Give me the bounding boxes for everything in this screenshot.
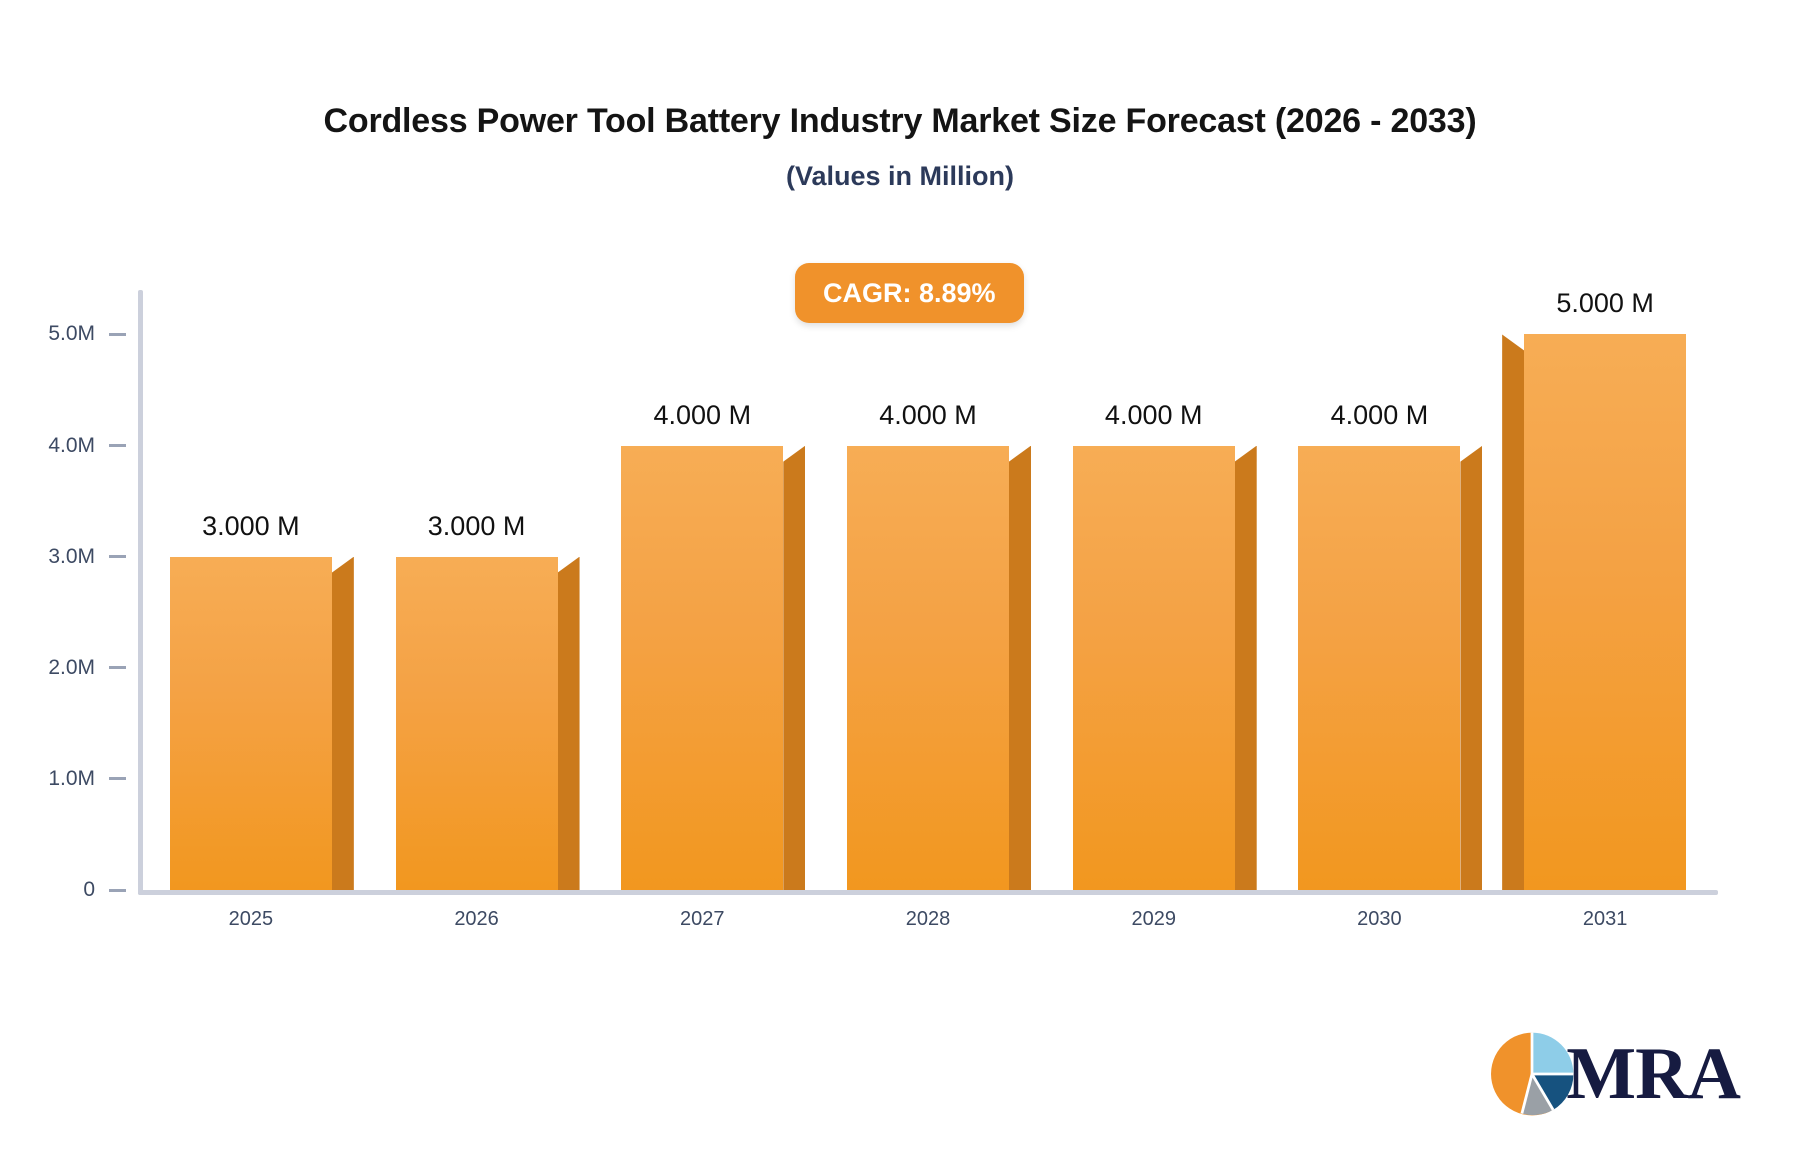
y-axis-tick: 0 — [83, 878, 138, 902]
title-block: Cordless Power Tool Battery Industry Mar… — [0, 100, 1800, 192]
y-axis-tick-mark — [109, 332, 126, 336]
bar-value-label: 5.000 M — [1556, 288, 1654, 319]
bar-side-face-right — [783, 445, 806, 890]
bar-side-face-right — [1009, 445, 1031, 890]
cagr-badge: CAGR: 8.89% — [795, 263, 1024, 323]
x-axis-label-2027: 2027 — [680, 908, 725, 930]
chart-subtitle: (Values in Million) — [785, 160, 1015, 191]
plot-area: 0 1.0M 2.0M 3.0M 4.0M 5.0M 3.000 M 3.000 M 4.00… — [48, 288, 1718, 901]
x-axis-label-2025: 2025 — [228, 908, 274, 930]
y-axis-tick-mark — [109, 666, 126, 670]
y-axis-tick-label: 5.0M — [48, 322, 95, 346]
bar-face — [395, 556, 558, 890]
bar-value-label: 4.000 M — [879, 399, 977, 430]
y-axis-tick: 1.0M — [48, 767, 138, 791]
y-axis-tick-mark — [109, 888, 126, 892]
bar-side-face-right — [1234, 445, 1257, 890]
cagr-badge-label: CAGR: 8.89% — [823, 277, 996, 308]
y-axis-tick-label: 2.0M — [48, 655, 95, 679]
bar-side-face-right — [557, 556, 580, 890]
bars-container: 3.000 M 3.000 M 4.000 M 4.000 M 4.000 M 4.000… — [138, 288, 1718, 890]
y-axis-tick-mark — [109, 777, 126, 781]
bar-value-label: 4.000 M — [1104, 399, 1203, 430]
x-axis-label-2031: 2031 — [1582, 908, 1628, 930]
y-axis-tick-label: 3.0M — [48, 544, 95, 568]
bar-value-label: 4.000 M — [1330, 399, 1429, 430]
bar-2029: 4.000 M — [1072, 400, 1257, 890]
bar-side-face-left — [1502, 334, 1525, 890]
logo-text: MRA — [1566, 1033, 1741, 1115]
bar-face — [169, 556, 332, 890]
bar-value-label: 4.000 M — [653, 399, 752, 430]
x-axis-label-2029: 2029 — [1131, 908, 1176, 930]
bar-2031: 5.000 M — [1502, 288, 1687, 890]
bar-side-face-right — [1460, 445, 1483, 890]
y-axis-tick: 5.0M — [48, 322, 138, 346]
y-axis-tick: 3.0M — [48, 545, 138, 569]
bar-2028: 4.000 M — [847, 400, 1031, 890]
y-axis-tick: 2.0M — [48, 656, 138, 680]
y-axis-tick-mark — [109, 555, 126, 559]
x-axis-label-2026: 2026 — [454, 908, 499, 930]
bar-face — [1298, 445, 1461, 890]
x-axis-label-2030: 2030 — [1357, 908, 1402, 930]
bar-2027: 4.000 M — [621, 400, 806, 890]
y-axis-line — [138, 290, 143, 895]
x-axis-label-2028: 2028 — [905, 908, 951, 930]
bar-2026: 3.000 M — [395, 511, 580, 890]
pie-chart-logo-icon — [1491, 1032, 1574, 1116]
page-title: Cordless Power Tool Battery Industry Mar… — [323, 102, 1477, 140]
x-axis-labels: 2025 2026 2027 2028 2029 2030 2031 — [138, 908, 1718, 942]
y-axis-tick-mark — [109, 444, 126, 448]
bar-2030: 4.000 M — [1298, 400, 1483, 890]
bar-face — [1524, 334, 1687, 890]
bar-side-face-right — [331, 556, 354, 890]
bar-value-label: 3.000 M — [202, 510, 300, 541]
bar-face — [847, 445, 1009, 890]
brand-logo: MRA — [1486, 1028, 1741, 1120]
y-axis-tick: 4.0M — [48, 434, 138, 458]
bar-value-label: 3.000 M — [427, 510, 526, 541]
y-axis-tick-label: 4.0M — [48, 433, 95, 457]
x-axis-line — [138, 890, 1718, 895]
y-axis-tick-label: 1.0M — [48, 766, 95, 790]
bar-face — [1072, 445, 1235, 890]
bar-2025: 3.000 M — [169, 511, 354, 890]
bar-face — [621, 445, 784, 890]
y-axis-tick-label: 0 — [83, 878, 95, 901]
